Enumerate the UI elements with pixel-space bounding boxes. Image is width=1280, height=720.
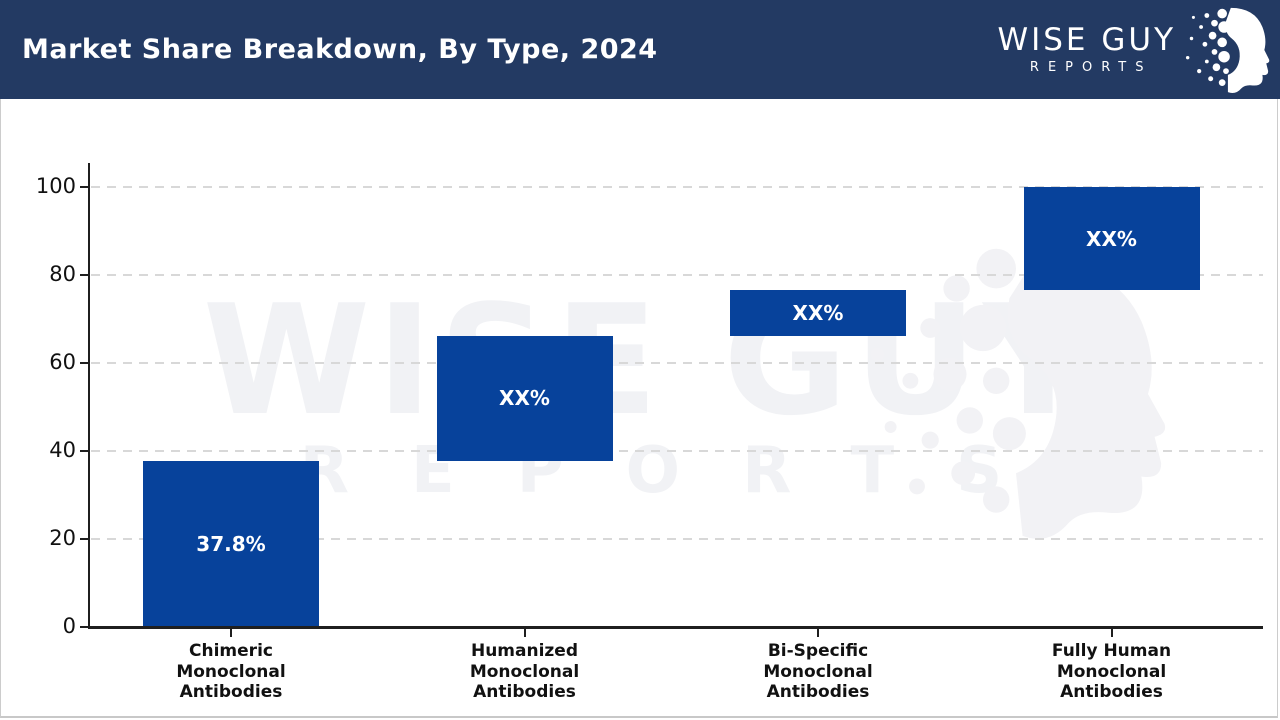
logo-wordmark: WISE GUY	[997, 22, 1176, 58]
chart-canvas: WISE GUY REPORTS 0 20 40 60 80 100 37.8% Chimer…	[0, 99, 1278, 718]
category-label: Humanized Monoclonal Antibodies	[469, 641, 580, 702]
category-label: Chimeric Monoclonal Antibodies	[176, 641, 286, 702]
gridline-100	[91, 186, 1263, 188]
y-axis-tick	[80, 186, 88, 188]
y-axis-tick-label: 40	[49, 438, 76, 462]
gridline-20	[91, 538, 1263, 540]
y-axis-tick-label: 80	[49, 262, 76, 286]
x-axis-tick	[817, 629, 819, 637]
gridline-60	[91, 362, 1263, 364]
bar-4: XX%	[1023, 187, 1200, 291]
x-axis-tick	[230, 629, 232, 637]
bar-2: XX%	[436, 335, 613, 461]
y-axis-tick-label: 60	[49, 350, 76, 374]
watermark-subtitle: REPORTS	[299, 434, 1065, 508]
y-axis-tick	[80, 362, 88, 364]
y-axis-tick-label: 0	[62, 614, 76, 638]
gridline-80	[91, 274, 1263, 276]
y-axis-line	[88, 163, 90, 629]
x-axis-tick	[1110, 629, 1113, 637]
watermark-face-icon	[870, 248, 1166, 539]
bar-1: 37.8%	[143, 460, 319, 627]
bar-value-label: XX%	[792, 301, 844, 326]
x-axis-tick	[523, 629, 526, 637]
bar-3: XX%	[730, 290, 906, 336]
category-label: Bi-Specific Monoclonal Antibodies	[763, 641, 873, 702]
logo-face-icon	[1185, 7, 1270, 93]
header-bar: Market Share Breakdown, By Type, 2024 WI…	[0, 0, 1280, 99]
gridline-40	[91, 450, 1263, 452]
bar-value-label: XX%	[1086, 226, 1137, 251]
page-title: Market Share Breakdown, By Type, 2024	[22, 34, 658, 65]
y-axis-tick	[80, 626, 88, 628]
logo-subtitle: REPORTS	[1029, 60, 1153, 75]
x-axis-line	[88, 626, 1263, 629]
bar-value-label: 37.8%	[196, 531, 266, 556]
y-axis-tick	[80, 274, 88, 276]
y-axis-tick-label: 20	[49, 526, 76, 550]
y-axis-tick	[80, 538, 88, 540]
wise-guy-reports-logo: WISE GUY REPORTS	[997, 4, 1274, 96]
bar-value-label: XX%	[499, 386, 550, 411]
plot-area: 0 20 40 60 80 100 37.8% Chimeric Monoclonal Ant…	[1, 99, 1277, 716]
y-axis-tick	[80, 450, 88, 452]
logo-text: WISE GUY REPORTS	[997, 22, 1176, 75]
y-axis-tick-label: 100	[35, 174, 76, 198]
category-label: Fully Human Monoclonal Antibodies	[1051, 641, 1172, 702]
